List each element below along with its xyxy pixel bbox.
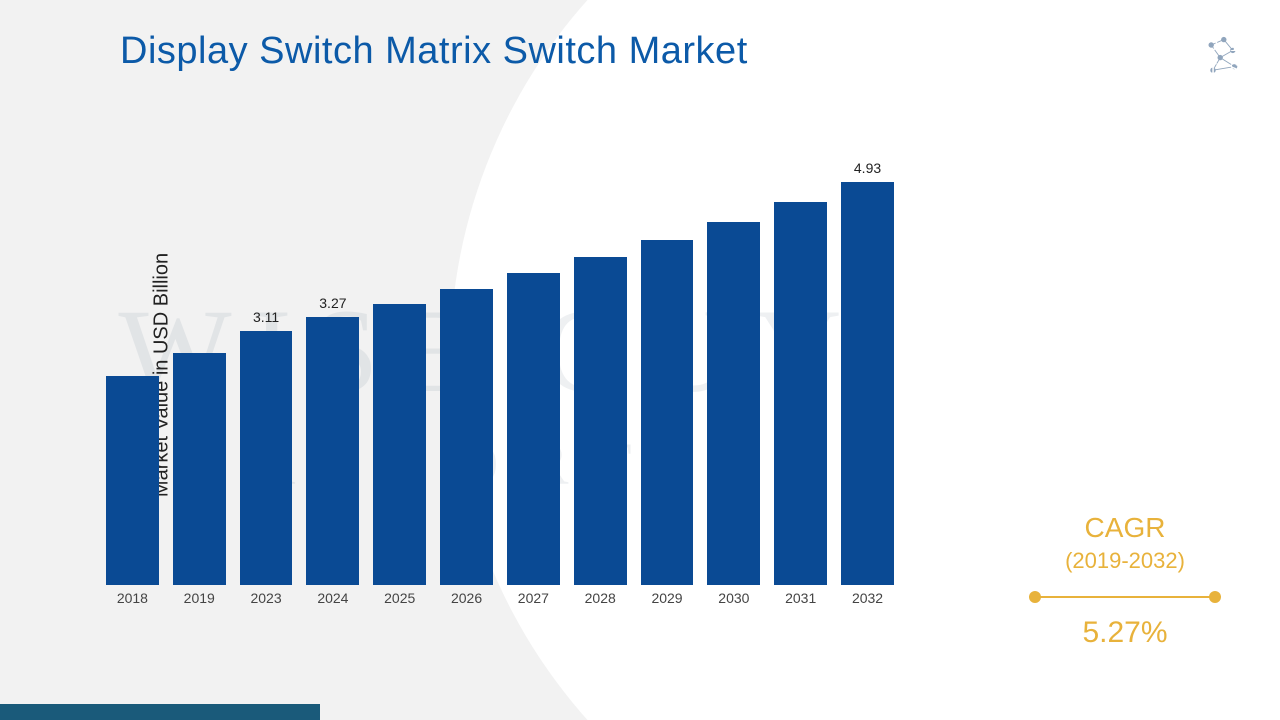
bar-group (641, 218, 694, 585)
cagr-label: CAGR (1010, 512, 1240, 544)
bar (106, 376, 159, 585)
brand-logo: WISE GUY REPORTS (1072, 25, 1250, 78)
page-title: Display Switch Matrix Switch Market (120, 30, 748, 73)
bar (173, 353, 226, 585)
bar-group (574, 235, 627, 585)
bar-group: 3.11 (240, 309, 293, 585)
bar (641, 240, 694, 585)
x-tick-label: 2026 (440, 590, 493, 606)
cagr-range: (2019-2032) (1010, 548, 1240, 574)
bar-group (774, 180, 827, 585)
x-tick-label: 2028 (574, 590, 627, 606)
x-tick-label: 2025 (373, 590, 426, 606)
chart-plot-area: 3.11 3.27 4.93 (100, 135, 900, 585)
bar-group (440, 267, 493, 585)
logo-text-line2: REPORTS (1072, 61, 1250, 78)
bar-group (507, 251, 560, 585)
bar-chart: Market Value in USD Billion 3.113.274.93… (100, 135, 900, 615)
x-tick-label: 2024 (306, 590, 359, 606)
x-tick-label: 2018 (106, 590, 159, 606)
logo-text-line1: WISE GUY (1072, 25, 1250, 59)
footer-accent-bar (0, 704, 320, 720)
x-tick-label: 2031 (774, 590, 827, 606)
x-tick-label: 2032 (841, 590, 894, 606)
bar-group (707, 200, 760, 585)
bar (707, 222, 760, 585)
cagr-value: 5.27% (1010, 616, 1240, 650)
bar-value-label: 4.93 (854, 160, 881, 178)
report-canvas: WISE GUY REPORTS Display Switch Matrix S… (0, 0, 1280, 720)
cagr-divider (1035, 596, 1215, 598)
bar (574, 257, 627, 585)
bar (306, 317, 359, 585)
x-tick-label: 2019 (173, 590, 226, 606)
x-tick-label: 2029 (641, 590, 694, 606)
bar (841, 182, 894, 585)
bar-value-label: 3.27 (319, 295, 346, 313)
x-tick-label: 2030 (707, 590, 760, 606)
bar-value-label: 3.11 (253, 309, 279, 327)
bar (240, 331, 293, 585)
x-tick-label: 2023 (240, 590, 293, 606)
bar (774, 202, 827, 585)
bar-group (173, 331, 226, 585)
bar (507, 273, 560, 585)
bar-group (106, 354, 159, 585)
cagr-panel: CAGR (2019-2032) 5.27% (1010, 512, 1240, 650)
bar-group: 3.27 (306, 295, 359, 585)
x-axis-labels: 2018 2019 2023 2024 2025 2026 2027 2028 2029 2030… (100, 590, 900, 606)
bar (440, 289, 493, 585)
bar (373, 304, 426, 585)
bar-group: 4.93 (841, 160, 894, 585)
x-tick-label: 2027 (507, 590, 560, 606)
bar-group (373, 282, 426, 585)
